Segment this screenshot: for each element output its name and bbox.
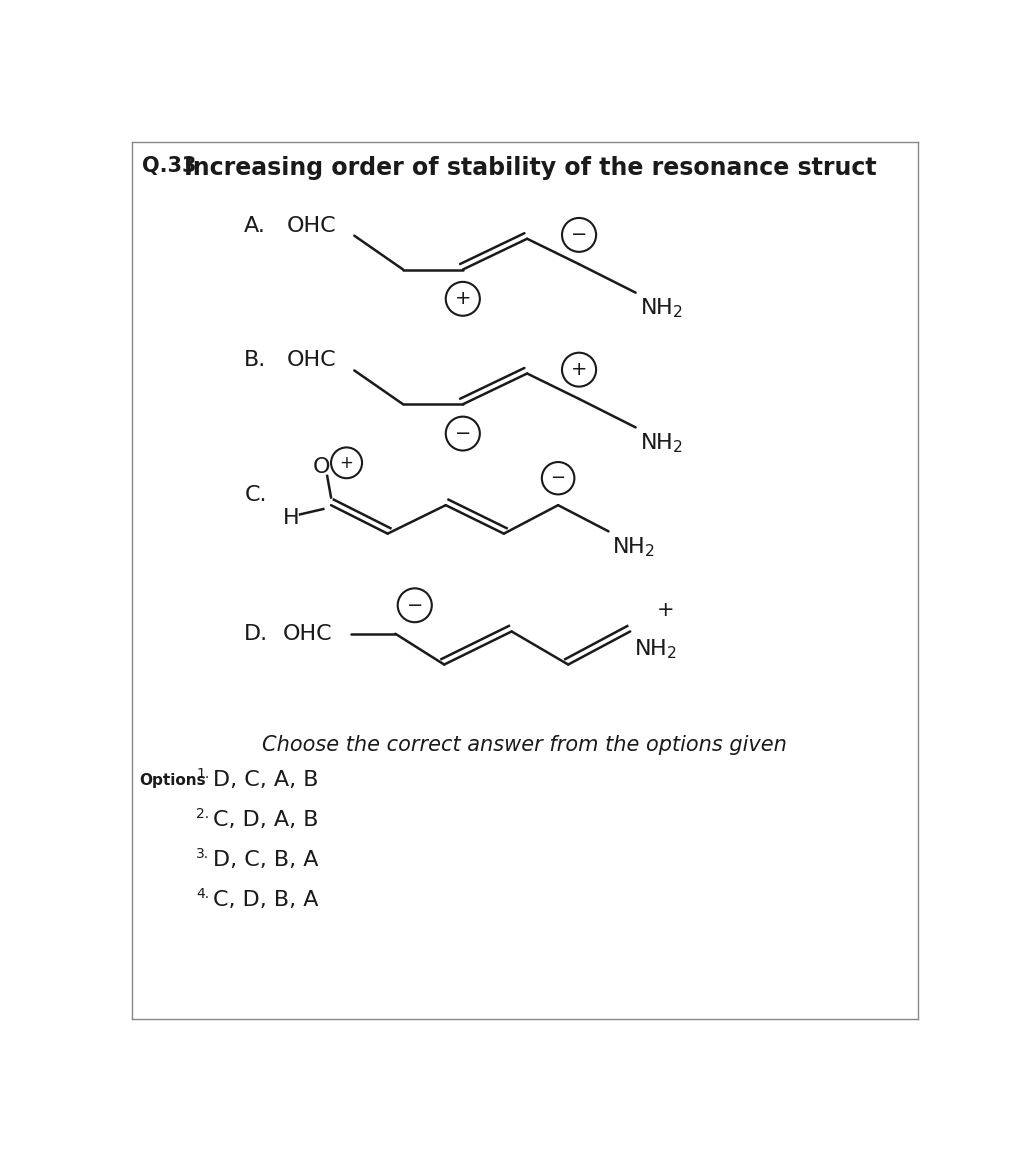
Text: 3.: 3. [197, 847, 209, 861]
Text: −: − [551, 469, 565, 487]
Text: H: H [283, 508, 299, 529]
Text: +: + [570, 360, 588, 379]
Circle shape [445, 282, 480, 316]
Text: −: − [407, 596, 423, 615]
Text: NH$_2$: NH$_2$ [640, 431, 683, 455]
Circle shape [562, 218, 596, 252]
Text: OHC: OHC [283, 624, 333, 643]
Text: Increasing order of stability of the resonance struct: Increasing order of stability of the res… [183, 156, 877, 180]
Text: D, C, A, B: D, C, A, B [213, 770, 318, 791]
Circle shape [562, 353, 596, 386]
Text: C, D, B, A: C, D, B, A [213, 890, 318, 910]
Text: NH$_2$: NH$_2$ [612, 535, 655, 558]
Text: +: + [656, 600, 674, 620]
Text: −: − [455, 424, 471, 444]
Text: +: + [340, 454, 353, 472]
Circle shape [331, 447, 362, 478]
Text: A.: A. [245, 216, 266, 236]
Text: Choose the correct answer from the options given: Choose the correct answer from the optio… [262, 735, 787, 755]
Text: 2.: 2. [197, 807, 209, 820]
Text: OHC: OHC [287, 350, 337, 370]
Text: 4.: 4. [197, 887, 209, 901]
Text: O: O [313, 456, 331, 477]
Text: D, C, B, A: D, C, B, A [213, 850, 318, 870]
Text: −: − [570, 225, 587, 245]
Text: Q.33: Q.33 [142, 156, 197, 176]
Text: C, D, A, B: C, D, A, B [213, 810, 318, 830]
Text: NH$_2$: NH$_2$ [640, 296, 683, 321]
Text: Options: Options [139, 772, 206, 787]
Text: C.: C. [245, 485, 266, 506]
Circle shape [397, 588, 432, 623]
Text: B.: B. [245, 350, 266, 370]
Circle shape [445, 417, 480, 450]
Text: OHC: OHC [287, 216, 337, 236]
Text: +: + [455, 290, 471, 308]
Text: D.: D. [245, 624, 268, 643]
Text: 1.: 1. [197, 766, 210, 781]
Circle shape [542, 462, 574, 494]
Text: NH$_2$: NH$_2$ [634, 638, 677, 661]
